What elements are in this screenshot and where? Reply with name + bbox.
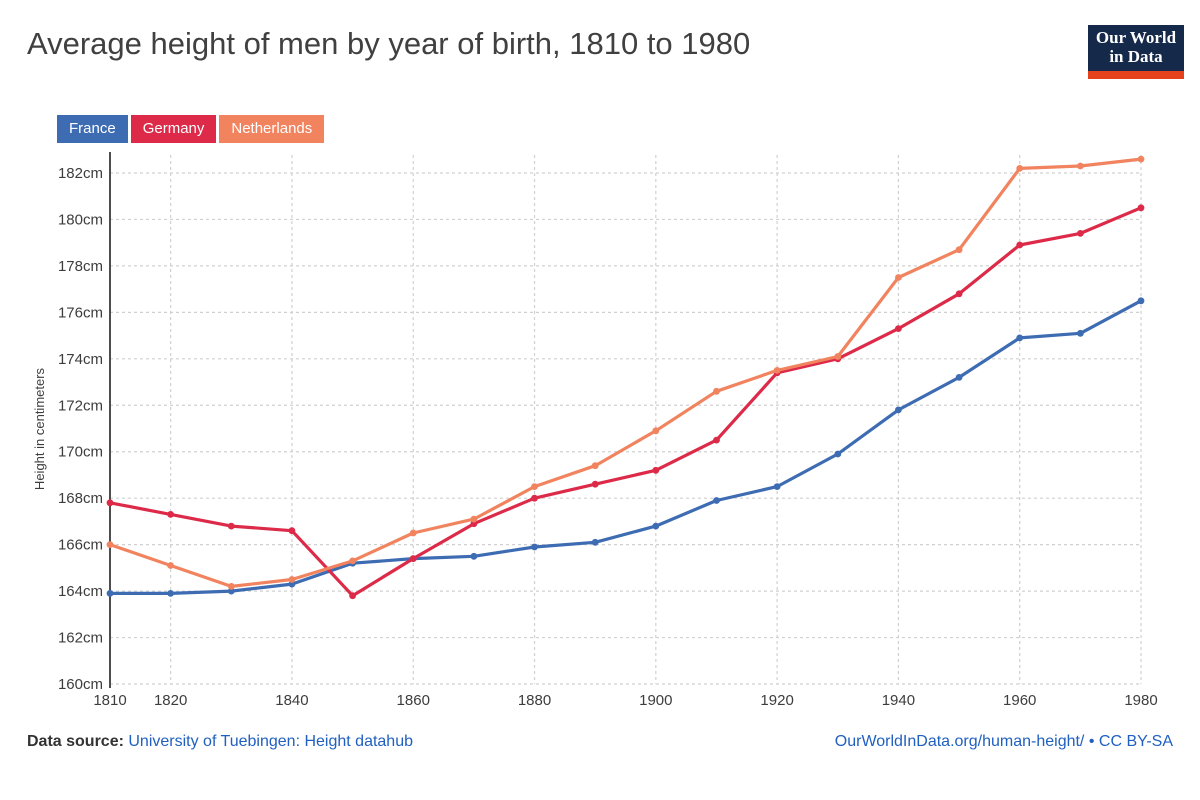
data-point-france-1810 <box>106 590 114 597</box>
data-point-netherlands-1960 <box>1016 165 1024 172</box>
footer-attribution: OurWorldInData.org/human-height/ • CC BY… <box>835 733 1173 751</box>
y-tick-label: 182cm <box>58 165 103 182</box>
data-point-france-1930 <box>834 450 842 458</box>
footer: Data source: University of Tuebingen: He… <box>27 733 1173 751</box>
data-point-germany-1830 <box>227 522 235 530</box>
data-point-france-1830 <box>227 587 235 595</box>
x-tick-label: 1810 <box>93 692 126 709</box>
data-point-netherlands-1850 <box>349 557 356 565</box>
data-point-germany-1970 <box>1077 230 1084 237</box>
data-point-netherlands-1830 <box>227 583 235 590</box>
x-tick-label: 1880 <box>518 692 551 709</box>
y-tick-label: 168cm <box>58 490 103 507</box>
y-tick-label: 160cm <box>58 676 103 693</box>
data-point-germany-1900 <box>652 466 660 474</box>
legend: France Germany Netherlands <box>57 115 327 143</box>
data-point-netherlands-1810 <box>106 541 114 548</box>
data-point-netherlands-1880 <box>531 483 538 490</box>
data-point-germany-1880 <box>531 494 538 502</box>
legend-item-france[interactable]: France <box>57 115 128 143</box>
data-point-france-1910 <box>713 497 720 504</box>
y-tick-label: 180cm <box>58 211 103 228</box>
y-tick-label: 176cm <box>58 304 103 321</box>
x-tick-label: 1900 <box>639 692 672 709</box>
data-point-netherlands-1860 <box>409 529 417 537</box>
y-tick-label: 164cm <box>58 583 103 600</box>
page-title: Average height of men by year of birth, … <box>27 26 751 61</box>
data-point-france-1980 <box>1137 297 1145 305</box>
data-point-netherlands-1900 <box>652 427 660 435</box>
data-point-germany-1910 <box>713 436 720 444</box>
data-point-netherlands-1940 <box>895 274 902 281</box>
owid-url-link[interactable]: OurWorldInData.org/human-height/ <box>834 733 1085 750</box>
data-point-france-1820 <box>167 590 175 597</box>
data-point-france-1920 <box>773 483 781 490</box>
y-tick-label: 162cm <box>58 630 103 647</box>
data-point-netherlands-1920 <box>773 367 781 374</box>
x-tick-label: 1920 <box>760 692 793 709</box>
y-tick-label: 170cm <box>58 444 103 461</box>
data-point-netherlands-1910 <box>713 387 720 395</box>
data-point-germany-1850 <box>349 592 356 600</box>
data-point-netherlands-1970 <box>1077 162 1084 170</box>
y-tick-label: 166cm <box>58 537 103 554</box>
x-tick-label: 1980 <box>1124 692 1157 709</box>
data-point-germany-1960 <box>1016 241 1024 249</box>
data-point-netherlands-1870 <box>470 515 478 523</box>
series-line-germany <box>108 206 1143 598</box>
data-point-france-1900 <box>652 522 660 530</box>
owid-logo-line1: Our World <box>1095 28 1177 47</box>
data-point-france-1960 <box>1016 334 1024 342</box>
data-point-france-1880 <box>531 543 538 551</box>
license-label: CC BY-SA <box>1098 733 1173 750</box>
data-point-germany-1940 <box>895 325 902 332</box>
series-line-france <box>108 299 1143 596</box>
x-tick-label: 1820 <box>154 692 187 709</box>
data-source-link[interactable]: University of Tuebingen: Height datahub <box>128 733 413 750</box>
data-point-france-1890 <box>591 538 599 546</box>
series-line-netherlands <box>108 157 1143 589</box>
data-point-netherlands-1980 <box>1137 155 1145 163</box>
legend-item-germany[interactable]: Germany <box>130 115 217 143</box>
data-point-netherlands-1950 <box>955 246 963 254</box>
y-axis-title: Height in centimeters <box>32 367 47 490</box>
footer-separator: • <box>1088 733 1095 750</box>
data-point-netherlands-1820 <box>167 562 175 569</box>
y-tick-label: 172cm <box>58 397 103 414</box>
data-point-netherlands-1840 <box>288 576 296 583</box>
footer-source: Data source: University of Tuebingen: He… <box>27 733 413 751</box>
data-point-france-1940 <box>895 406 902 414</box>
owid-logo[interactable]: Our World in Data <box>1088 25 1184 79</box>
data-point-germany-1820 <box>167 511 175 518</box>
legend-item-netherlands[interactable]: Netherlands <box>219 115 325 143</box>
data-point-germany-1890 <box>591 480 599 488</box>
x-tick-label: 1960 <box>1003 692 1036 709</box>
data-point-germany-1860 <box>409 555 417 562</box>
owid-logo-line2: in Data <box>1109 47 1163 66</box>
data-point-germany-1840 <box>288 527 296 535</box>
data-point-france-1870 <box>470 552 478 560</box>
data-point-germany-1950 <box>955 290 963 298</box>
y-tick-label: 174cm <box>58 351 103 368</box>
data-point-france-1970 <box>1077 329 1084 337</box>
x-tick-label: 1940 <box>882 692 915 709</box>
y-tick-label: 178cm <box>58 258 103 275</box>
data-point-germany-1980 <box>1137 204 1145 212</box>
data-point-netherlands-1890 <box>591 462 599 470</box>
data-point-france-1950 <box>955 374 963 381</box>
x-tick-label: 1840 <box>275 692 308 709</box>
data-point-netherlands-1930 <box>834 353 842 360</box>
x-tick-label: 1860 <box>397 692 430 709</box>
data-source-label: Data source: <box>27 733 124 750</box>
data-point-germany-1810 <box>106 499 114 507</box>
